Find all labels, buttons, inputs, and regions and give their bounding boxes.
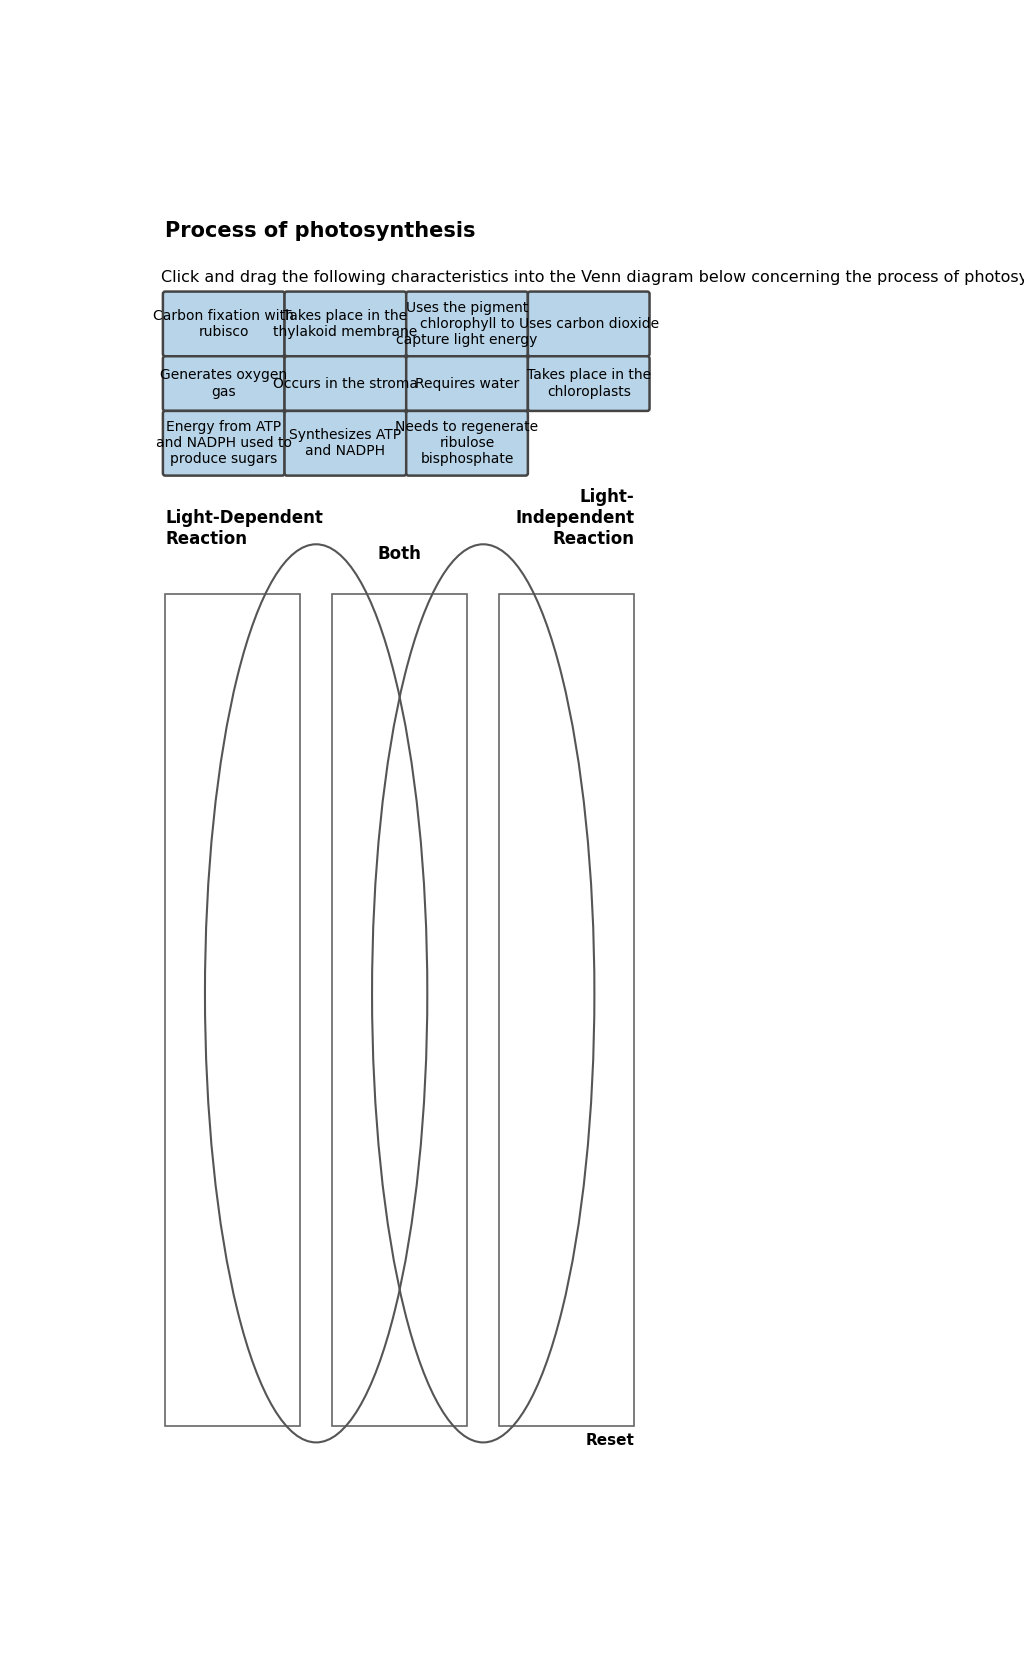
FancyBboxPatch shape xyxy=(163,292,285,356)
Text: Energy from ATP
and NADPH used to
produce sugars: Energy from ATP and NADPH used to produc… xyxy=(156,420,292,467)
FancyBboxPatch shape xyxy=(528,356,649,411)
Text: Light-
Independent
Reaction: Light- Independent Reaction xyxy=(515,489,634,547)
Text: Carbon fixation with
rubisco: Carbon fixation with rubisco xyxy=(154,309,294,339)
FancyBboxPatch shape xyxy=(407,411,528,475)
Text: Requires water: Requires water xyxy=(415,376,519,391)
Text: Takes place in the
chloroplasts: Takes place in the chloroplasts xyxy=(526,368,651,398)
FancyBboxPatch shape xyxy=(285,292,407,356)
FancyBboxPatch shape xyxy=(407,356,528,411)
Text: Generates oxygen
gas: Generates oxygen gas xyxy=(160,368,288,398)
Text: Needs to regenerate
ribulose
bisphosphate: Needs to regenerate ribulose bisphosphat… xyxy=(395,420,539,467)
FancyBboxPatch shape xyxy=(285,356,407,411)
Text: Synthesizes ATP
and NADPH: Synthesizes ATP and NADPH xyxy=(290,428,401,458)
Text: Takes place in the
thylakoid membrane: Takes place in the thylakoid membrane xyxy=(273,309,418,339)
Bar xyxy=(165,594,300,1425)
Text: Reset: Reset xyxy=(586,1434,634,1449)
Text: Uses the pigment
chlorophyll to
capture light energy: Uses the pigment chlorophyll to capture … xyxy=(396,301,538,348)
FancyBboxPatch shape xyxy=(407,292,528,356)
Text: Occurs in the stroma: Occurs in the stroma xyxy=(272,376,418,391)
Bar xyxy=(333,594,467,1425)
Text: Process of photosynthesis: Process of photosynthesis xyxy=(165,220,476,240)
FancyBboxPatch shape xyxy=(163,411,285,475)
FancyBboxPatch shape xyxy=(528,292,649,356)
FancyBboxPatch shape xyxy=(285,411,407,475)
Bar xyxy=(500,594,634,1425)
Text: Click and drag the following characteristics into the Venn diagram below concern: Click and drag the following characteris… xyxy=(162,270,1024,285)
FancyBboxPatch shape xyxy=(163,356,285,411)
Text: Both: Both xyxy=(378,546,422,564)
Text: Uses carbon dioxide: Uses carbon dioxide xyxy=(518,317,658,331)
Text: Light-Dependent
Reaction: Light-Dependent Reaction xyxy=(165,509,324,547)
